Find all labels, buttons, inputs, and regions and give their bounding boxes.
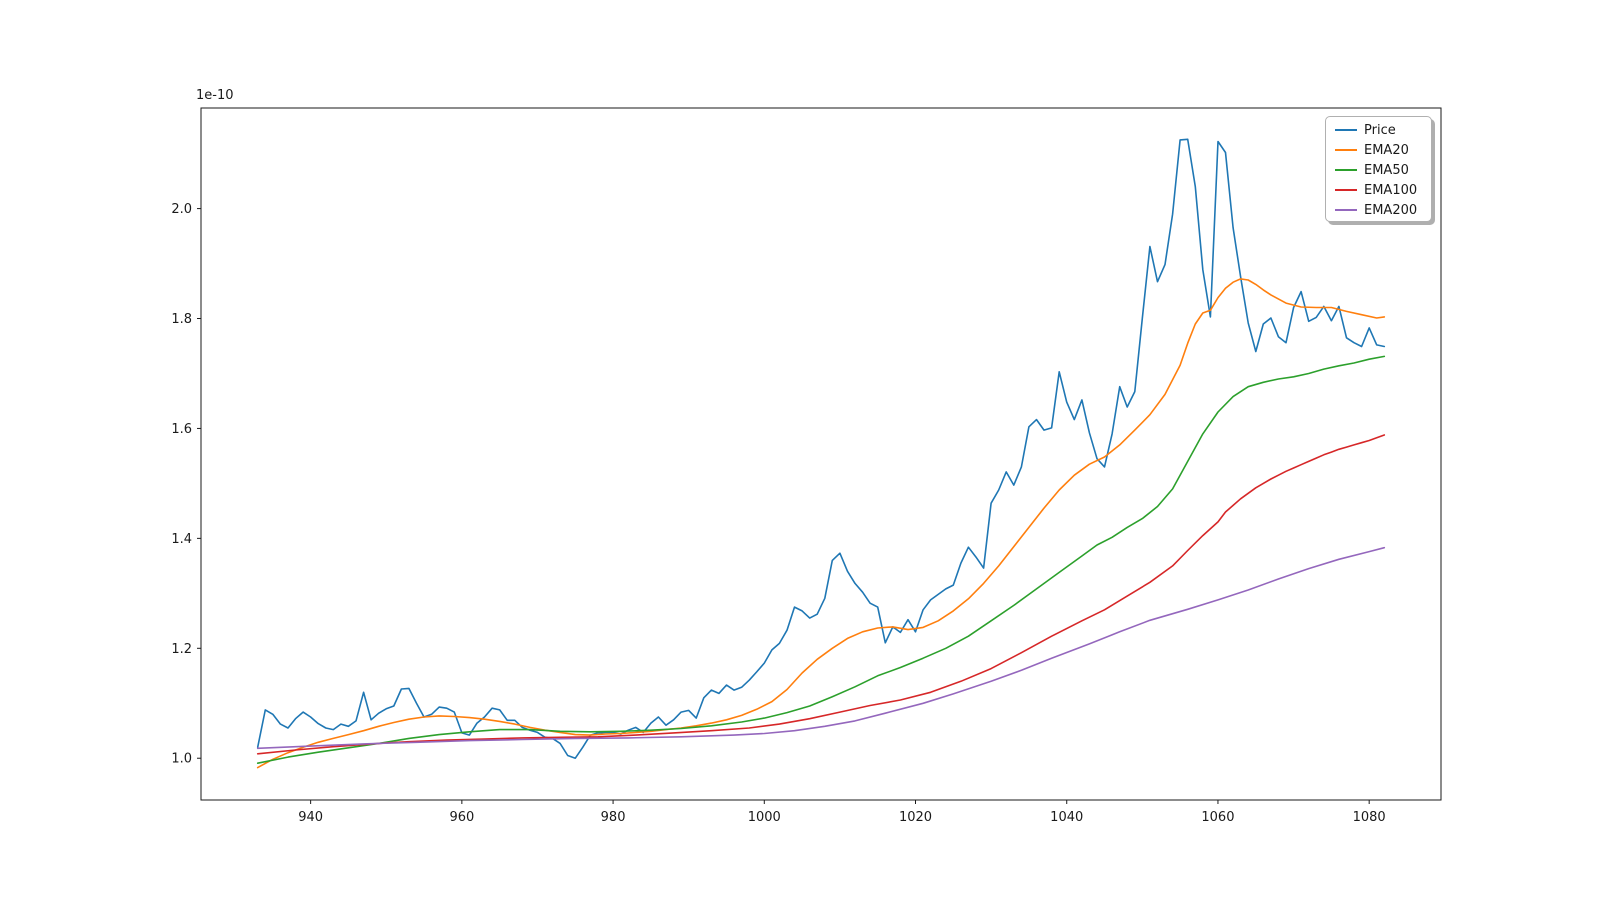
y-tick-label: 1.6 [171,422,192,437]
axes-spines [200,107,1442,801]
x-tick-label: 1020 [899,810,932,825]
series-line-ema20 [256,278,1386,769]
y-tick-label: 1.8 [171,312,192,327]
legend-line-sample [1335,209,1357,211]
x-tick-label: 1080 [1353,810,1386,825]
legend-item-ema200: EMA200 [1335,200,1423,220]
legend-line-sample [1335,129,1357,131]
x-tick-label: 1040 [1050,810,1083,825]
x-tick-label: 960 [449,810,474,825]
legend-line-sample [1335,189,1357,191]
legend: Price EMA20 EMA50 EMA100 EMA200 [1325,116,1432,222]
y-tick-label: 1.2 [171,642,192,657]
x-tick-label: 1000 [748,810,781,825]
legend-line-sample [1335,169,1357,171]
legend-item-ema50: EMA50 [1335,160,1423,180]
series-line-ema200 [256,546,1386,750]
y-tick-label: 2.0 [171,202,192,217]
x-tick-label: 1060 [1201,810,1234,825]
y-axis-offset-label: 1e-10 [196,88,234,103]
y-tick-label: 1.4 [171,532,192,547]
legend-item-ema20: EMA20 [1335,140,1423,160]
series-line-price [256,138,1386,760]
legend-item-price: Price [1335,120,1423,140]
legend-line-sample [1335,149,1357,151]
legend-label: EMA200 [1364,202,1418,218]
legend-label: EMA100 [1364,182,1418,198]
x-tick-label: 940 [298,810,323,825]
legend-item-ema100: EMA100 [1335,180,1423,200]
legend-label: EMA50 [1364,162,1409,178]
legend-label: EMA20 [1364,142,1409,158]
series-line-ema100 [256,434,1386,755]
series-line-ema50 [256,355,1386,765]
y-tick-label: 1.0 [171,752,192,767]
x-tick-label: 980 [601,810,626,825]
legend-label: Price [1364,122,1396,138]
